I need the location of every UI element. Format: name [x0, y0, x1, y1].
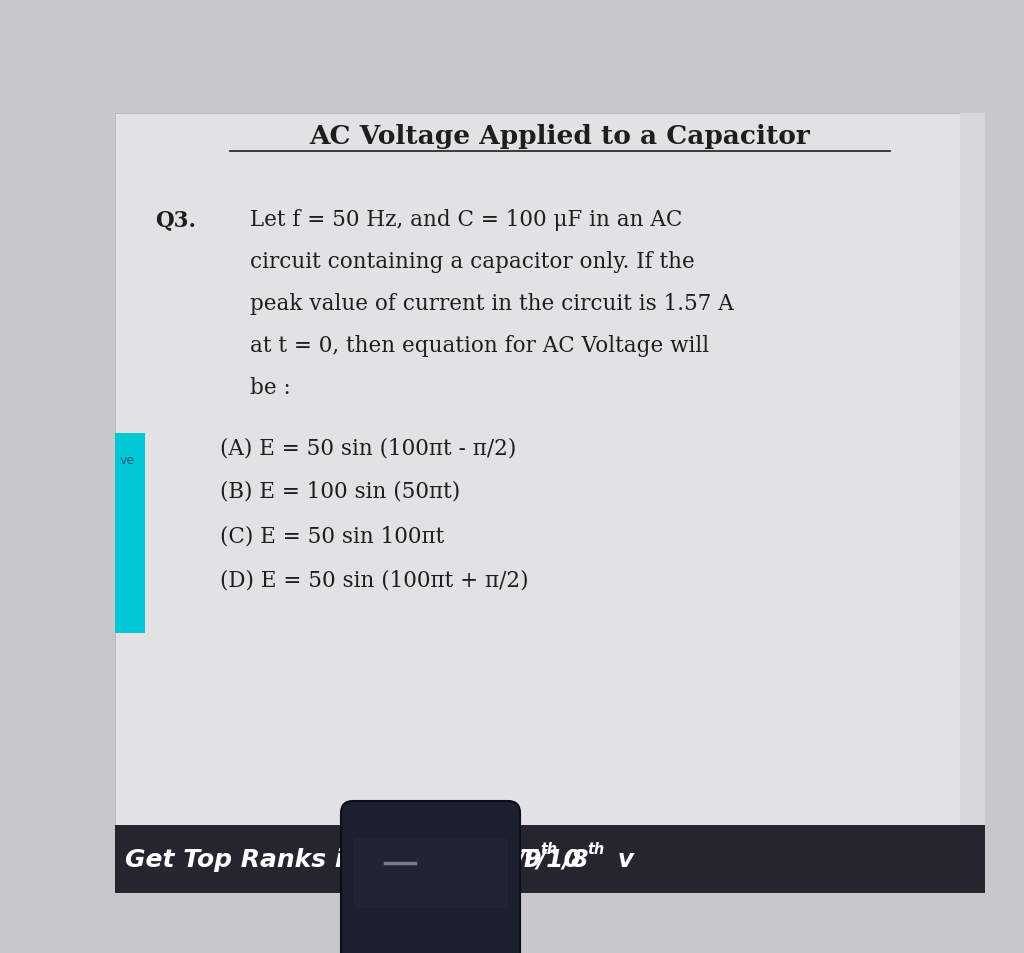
Text: circuit containing a capacitor only. If the: circuit containing a capacitor only. If …: [250, 251, 694, 273]
Bar: [0, 0, 115, 953]
Bar: [0, 0, 1024, 113]
Bar: [115, 434, 145, 634]
Text: Let f = 50 Hz, and C = 100 μF in an AC: Let f = 50 Hz, and C = 100 μF in an AC: [250, 209, 682, 231]
Text: (A) E = 50 sin (100πt - π/2): (A) E = 50 sin (100πt - π/2): [220, 436, 516, 458]
Text: /9: /9: [515, 847, 542, 871]
Bar: [115, 113, 985, 893]
Text: Get Top Ranks in IIT-JEE/NEET/10: Get Top Ranks in IIT-JEE/NEET/10: [125, 847, 581, 871]
Text: th: th: [493, 841, 510, 857]
Text: at t = 0, then equation for AC Voltage will: at t = 0, then equation for AC Voltage w…: [250, 335, 710, 356]
Text: ve: ve: [120, 454, 135, 467]
Text: peak value of current in the circuit is 1.57 A: peak value of current in the circuit is …: [250, 293, 734, 314]
FancyBboxPatch shape: [341, 801, 520, 953]
Bar: [0, 893, 1024, 953]
Bar: [985, 0, 1024, 953]
Bar: [961, 113, 985, 893]
Text: /8: /8: [562, 847, 589, 871]
Text: th: th: [540, 841, 557, 857]
Text: th: th: [587, 841, 604, 857]
Text: (B) E = 100 sin (50πt): (B) E = 100 sin (50πt): [220, 480, 460, 502]
FancyBboxPatch shape: [353, 838, 508, 908]
Text: (D) E = 50 sin (100πt + π/2): (D) E = 50 sin (100πt + π/2): [220, 568, 528, 590]
Text: Q3.: Q3.: [155, 209, 196, 231]
Text: v: v: [609, 847, 634, 871]
Bar: [115, 825, 985, 893]
Text: (C) E = 50 sin 100πt: (C) E = 50 sin 100πt: [220, 524, 444, 546]
Text: be :: be :: [250, 376, 291, 398]
Text: AC Voltage Applied to a Capacitor: AC Voltage Applied to a Capacitor: [309, 124, 810, 149]
